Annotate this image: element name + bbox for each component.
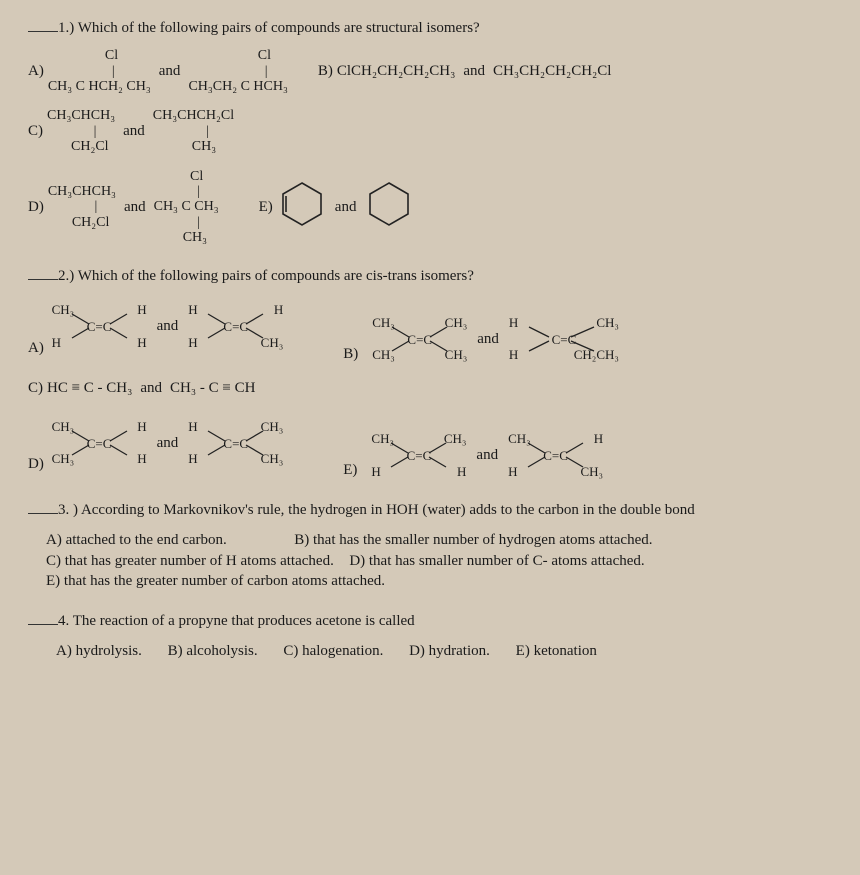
- alkene-struct: HCH₃ C=C HCH₂CH₃: [509, 314, 619, 364]
- q1-a-struct1: Cl | CH₃ C HCH₂ CH₃: [48, 48, 151, 94]
- answer-blank[interactable]: [28, 502, 58, 514]
- q1-a-label: A): [28, 61, 44, 81]
- question-2: 2.) Which of the following pairs of comp…: [28, 266, 832, 481]
- q3-header: 3. ) According to Markovnikov's rule, th…: [28, 500, 832, 520]
- q1-header: 1.) Which of the following pairs of comp…: [28, 18, 832, 38]
- and-text: and: [140, 378, 162, 398]
- question-4: 4. The reaction of a propyne that produc…: [28, 611, 832, 662]
- q1-d-struct1: CH₃CHCH₃ | CH₂Cl: [48, 184, 116, 230]
- q1-e-and: and: [335, 197, 357, 217]
- q1-row-ab: A) Cl | CH₃ C HCH₂ CH₃ and Cl | CH₃CH₂ C…: [28, 48, 832, 94]
- q1-d-struct2: Cl | CH₃ C CH₃ | CH₃: [154, 169, 219, 246]
- q4-a: A) hydrolysis.: [56, 641, 142, 661]
- question-3: 3. ) According to Markovnikov's rule, th…: [28, 500, 832, 591]
- q2-text: Which of the following pairs of compound…: [78, 268, 474, 284]
- alkene-struct: HH C=C HCH₃: [188, 301, 283, 351]
- q2-header: 2.) Which of the following pairs of comp…: [28, 266, 832, 286]
- q2-a-label: A): [28, 338, 44, 358]
- q1-d-label: D): [28, 197, 44, 217]
- and-text: and: [157, 316, 179, 336]
- q1-row-de: D) CH₃CHCH₃ | CH₂Cl and Cl | CH₃ C CH₃ |…: [28, 169, 832, 246]
- q1-e-label: E): [259, 197, 273, 217]
- alkene-struct: HCH₃ C=C HCH₃: [188, 418, 283, 468]
- q2-a-pair: CH₃H C=C HH and HH C=C HCH₃: [52, 301, 284, 351]
- alkene-struct: CH₃CH₃ C=C CH₃CH₃: [372, 314, 467, 364]
- and-text: and: [476, 445, 498, 465]
- q1-c-struct1: CH₃CHCH₃ | CH₂Cl: [47, 108, 115, 154]
- q2-c-s2: CH₃ - C ≡ CH: [170, 378, 255, 398]
- answer-blank[interactable]: [28, 268, 58, 280]
- q1-b-s1: ClCH₂CH₂CH₂CH₃: [337, 61, 455, 81]
- q4-text: The reaction of a propyne that produces …: [73, 613, 415, 629]
- alkene-struct: CH₃H C=C CH₃H: [52, 418, 147, 468]
- q2-row-ab: A) CH₃H C=C HH and HH C=C HCH₃: [28, 296, 832, 364]
- q2-d-label: D): [28, 454, 44, 474]
- q1-b-label: B): [318, 61, 333, 81]
- q2-b-pair: B) CH₃CH₃ C=C CH₃CH₃ and HCH₃ C=C HCH₂CH…: [343, 314, 619, 364]
- q1-c-label: C): [28, 121, 43, 141]
- alkene-struct: CH₃CH₃ C=C HH: [371, 430, 466, 480]
- and-text: and: [477, 329, 499, 349]
- q1-b-and: and: [463, 61, 485, 81]
- q2-row-c: C) HC ≡ C - CH₃ and CH₃ - C ≡ CH: [28, 378, 832, 398]
- q4-b: B) alcoholysis.: [168, 641, 258, 661]
- q1-a-and: and: [159, 61, 181, 81]
- q2-c-s1: HC ≡ C - CH₃: [47, 378, 132, 398]
- q2-row-de: D) CH₃H C=C CH₃H and HCH₃ C=C HCH₃: [28, 412, 832, 480]
- q3-a: A) attached to the end carbon.: [46, 530, 227, 550]
- q3-d: D) that has smaller number of C- atoms a…: [349, 551, 644, 571]
- q3-b: B) that has the smaller number of hydrog…: [294, 530, 652, 550]
- alkene-struct: CH₃H C=C HH: [52, 301, 147, 351]
- q3-c: C) that has greater number of H atoms at…: [46, 551, 334, 571]
- q1-b-s2: CH₃CH₂CH₂CH₂Cl: [493, 61, 611, 81]
- q2-d-pair: CH₃H C=C CH₃H and HCH₃ C=C HCH₃: [52, 418, 284, 468]
- q4-options: A) hydrolysis. B) alcoholysis. C) haloge…: [28, 641, 832, 661]
- answer-blank[interactable]: [28, 613, 58, 625]
- cyclohexane-icon: [364, 179, 414, 235]
- alkene-struct: CH₃H C=C HCH₃: [508, 430, 603, 480]
- q4-number: 4.: [58, 613, 69, 629]
- q4-e: E) ketonation: [516, 641, 597, 661]
- and-text: and: [157, 433, 179, 453]
- q3-number: 3. ): [58, 502, 78, 518]
- q2-e-pair: E) CH₃CH₃ C=C HH and CH₃H C=C HCH₃: [343, 430, 603, 480]
- q2-number: 2.): [58, 268, 74, 284]
- q4-d: D) hydration.: [409, 641, 490, 661]
- q2-e-label: E): [343, 460, 357, 480]
- q2-c-label: C): [28, 378, 43, 398]
- question-1: 1.) Which of the following pairs of comp…: [28, 18, 832, 246]
- q1-c-and: and: [123, 121, 145, 141]
- cyclohexene-icon: [277, 179, 327, 235]
- q4-c: C) halogenation.: [283, 641, 383, 661]
- q1-number: 1.): [58, 20, 74, 36]
- q1-row-c: C) CH₃CHCH₃ | CH₂Cl and CH₃CHCH₂Cl | CH₃: [28, 108, 832, 154]
- q1-text: Which of the following pairs of compound…: [78, 20, 480, 36]
- q2-b-label: B): [343, 344, 358, 364]
- q1-c-struct2: CH₃CHCH₂Cl | CH₃: [153, 108, 234, 154]
- q1-d-and: and: [124, 197, 146, 217]
- q1-a-struct2: Cl | CH₃CH₂ C HCH₃: [188, 48, 287, 94]
- q3-options: A) attached to the end carbon. B) that h…: [28, 530, 832, 591]
- q3-e: E) that has the greater number of carbon…: [46, 571, 385, 591]
- answer-blank[interactable]: [28, 20, 58, 32]
- q4-header: 4. The reaction of a propyne that produc…: [28, 611, 832, 631]
- q3-text: According to Markovnikov's rule, the hyd…: [81, 502, 695, 518]
